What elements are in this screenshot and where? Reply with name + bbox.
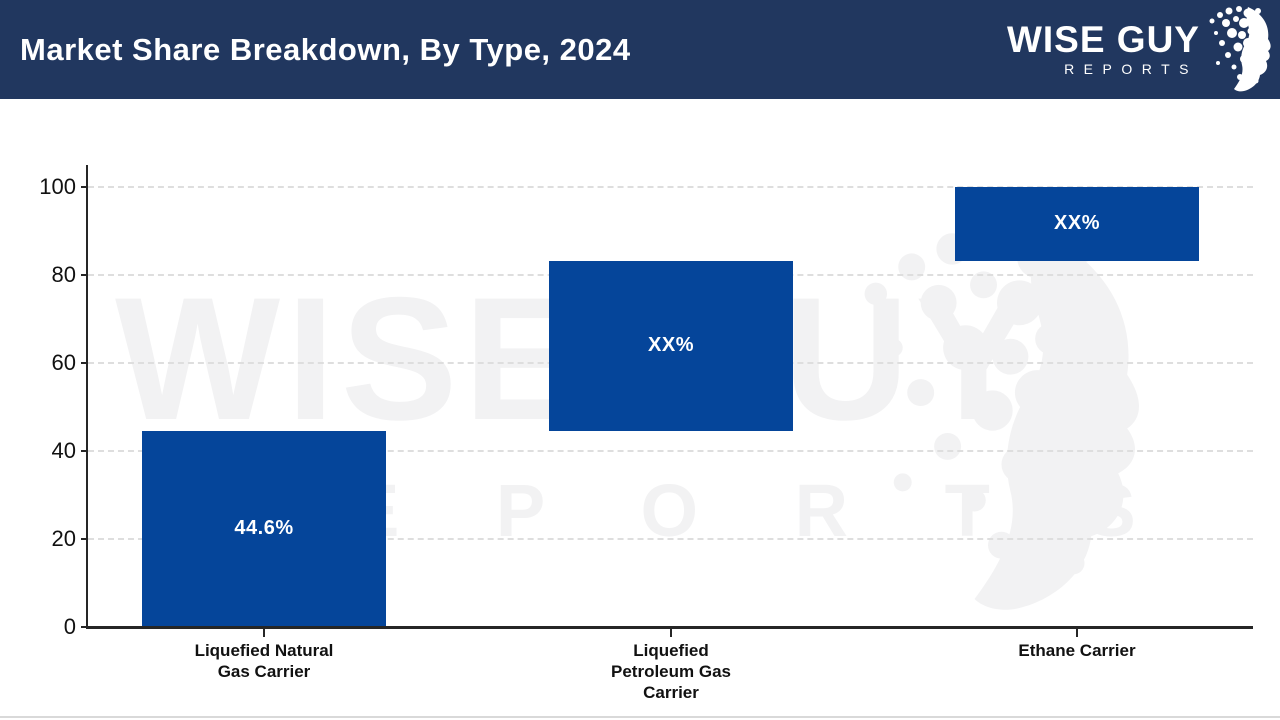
- bar-value-label: 44.6%: [234, 517, 294, 540]
- bottom-divider: [0, 716, 1280, 718]
- gridline: [88, 186, 1253, 188]
- category-label: Ethane Carrier: [1018, 641, 1136, 660]
- brand-subtitle: REPORTS: [1064, 61, 1198, 77]
- category-label: Liquefied Natural Gas Carrier: [194, 641, 334, 681]
- bar-value-label: XX%: [648, 334, 694, 357]
- x-tick-mark: [263, 629, 265, 637]
- y-tick-mark: [81, 274, 88, 276]
- header-bar: Market Share Breakdown, By Type, 2024 WI…: [0, 0, 1280, 99]
- brand-name: WISE GUY: [1006, 19, 1200, 60]
- gridline: [88, 538, 1253, 540]
- y-tick-mark: [81, 362, 88, 364]
- y-tick-label: 0: [63, 614, 76, 639]
- brand-logo: WISE GUY REPORTS: [1002, 0, 1272, 99]
- y-tick-mark: [81, 626, 88, 628]
- y-tick-mark: [81, 538, 88, 540]
- x-axis-line: [86, 626, 1253, 629]
- y-tick-label: 80: [51, 262, 76, 287]
- page-title: Market Share Breakdown, By Type, 2024: [20, 32, 631, 67]
- bar-value-label: XX%: [1054, 212, 1100, 235]
- bar: XX%: [549, 260, 793, 431]
- y-tick-label: 40: [51, 438, 76, 463]
- y-tick-label: 60: [51, 350, 76, 375]
- y-tick-mark: [81, 186, 88, 188]
- y-tick-mark: [81, 450, 88, 452]
- brand-logo-text: WISE GUY REPORTS: [1006, 19, 1200, 78]
- gridline: [88, 450, 1253, 452]
- y-tick-label: 100: [39, 174, 76, 199]
- bar: 44.6%: [142, 430, 386, 627]
- x-tick-mark: [670, 629, 672, 637]
- bar: XX%: [955, 187, 1199, 261]
- category-label: Liquefied Petroleum Gas Carrier: [611, 641, 731, 702]
- y-tick-label: 20: [51, 526, 76, 551]
- y-axis-line: [86, 165, 88, 629]
- x-tick-mark: [1076, 629, 1078, 637]
